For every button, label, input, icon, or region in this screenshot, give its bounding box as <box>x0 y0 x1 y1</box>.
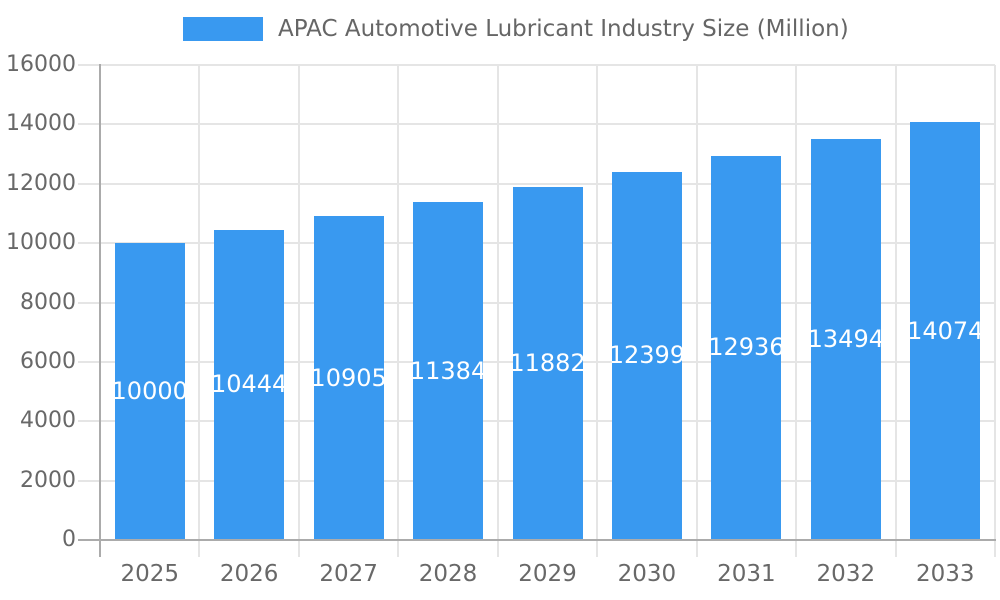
bar-value-label: 11384 <box>409 356 487 385</box>
y-tick-label: 10000 <box>6 230 76 256</box>
x-tick-label: 2028 <box>418 561 478 587</box>
bar-2030 <box>611 171 682 539</box>
bar-value-label: 10444 <box>210 370 288 399</box>
gridline-h <box>78 123 995 126</box>
bar-value-label: 12936 <box>708 333 785 362</box>
bar-2025 <box>114 243 185 539</box>
gridline-v <box>695 65 698 557</box>
bar-value-label: 14074 <box>907 316 984 345</box>
y-tick-label: 6000 <box>20 348 76 374</box>
y-axis-line <box>99 64 101 557</box>
y-tick-label: 2000 <box>20 467 76 493</box>
gridline-v <box>198 65 201 557</box>
bar-2028 <box>413 202 484 539</box>
bar-2026 <box>214 229 285 539</box>
bar-value-label: 11882 <box>509 349 586 378</box>
x-tick-label: 2027 <box>319 561 378 587</box>
y-tick-label: 14000 <box>6 111 76 137</box>
gridline-v <box>795 65 798 557</box>
gridline-v <box>496 65 499 557</box>
x-tick-label: 2026 <box>219 561 279 587</box>
x-tick-label: 2030 <box>617 561 677 587</box>
gridline-v <box>894 65 897 557</box>
gridline-v <box>994 65 996 557</box>
bar-2027 <box>313 216 384 539</box>
x-axis-line <box>78 539 996 541</box>
x-tick-label: 2029 <box>518 561 577 587</box>
bar-value-label: 13494 <box>807 325 884 354</box>
bar-value-label: 10000 <box>111 377 188 406</box>
x-tick-label: 2032 <box>816 561 876 587</box>
legend[interactable]: APAC Automotive Lubricant Industry Size … <box>183 16 849 42</box>
bar-value-label: 10905 <box>310 363 387 392</box>
bar-value-label: 12399 <box>608 341 686 370</box>
x-tick-label: 2033 <box>915 561 975 587</box>
y-tick-label: 12000 <box>6 170 76 196</box>
y-tick-label: 8000 <box>20 289 76 315</box>
y-tick-label: 0 <box>62 527 76 552</box>
gridline-h <box>78 182 995 185</box>
legend-label: APAC Automotive Lubricant Industry Size … <box>278 16 849 42</box>
y-tick-label: 16000 <box>6 52 76 77</box>
x-tick-label: 2031 <box>717 561 776 587</box>
legend-swatch <box>183 17 263 41</box>
x-tick-label: 2025 <box>120 561 179 587</box>
gridline-v <box>596 65 599 557</box>
gridline-h <box>78 64 995 66</box>
gridline-v <box>297 65 300 557</box>
bar-2029 <box>512 187 583 539</box>
gridline-v <box>397 65 400 557</box>
bar-2031 <box>711 155 782 539</box>
bar-2032 <box>810 139 881 539</box>
y-tick-label: 4000 <box>20 408 76 434</box>
bar-2033 <box>910 122 981 539</box>
